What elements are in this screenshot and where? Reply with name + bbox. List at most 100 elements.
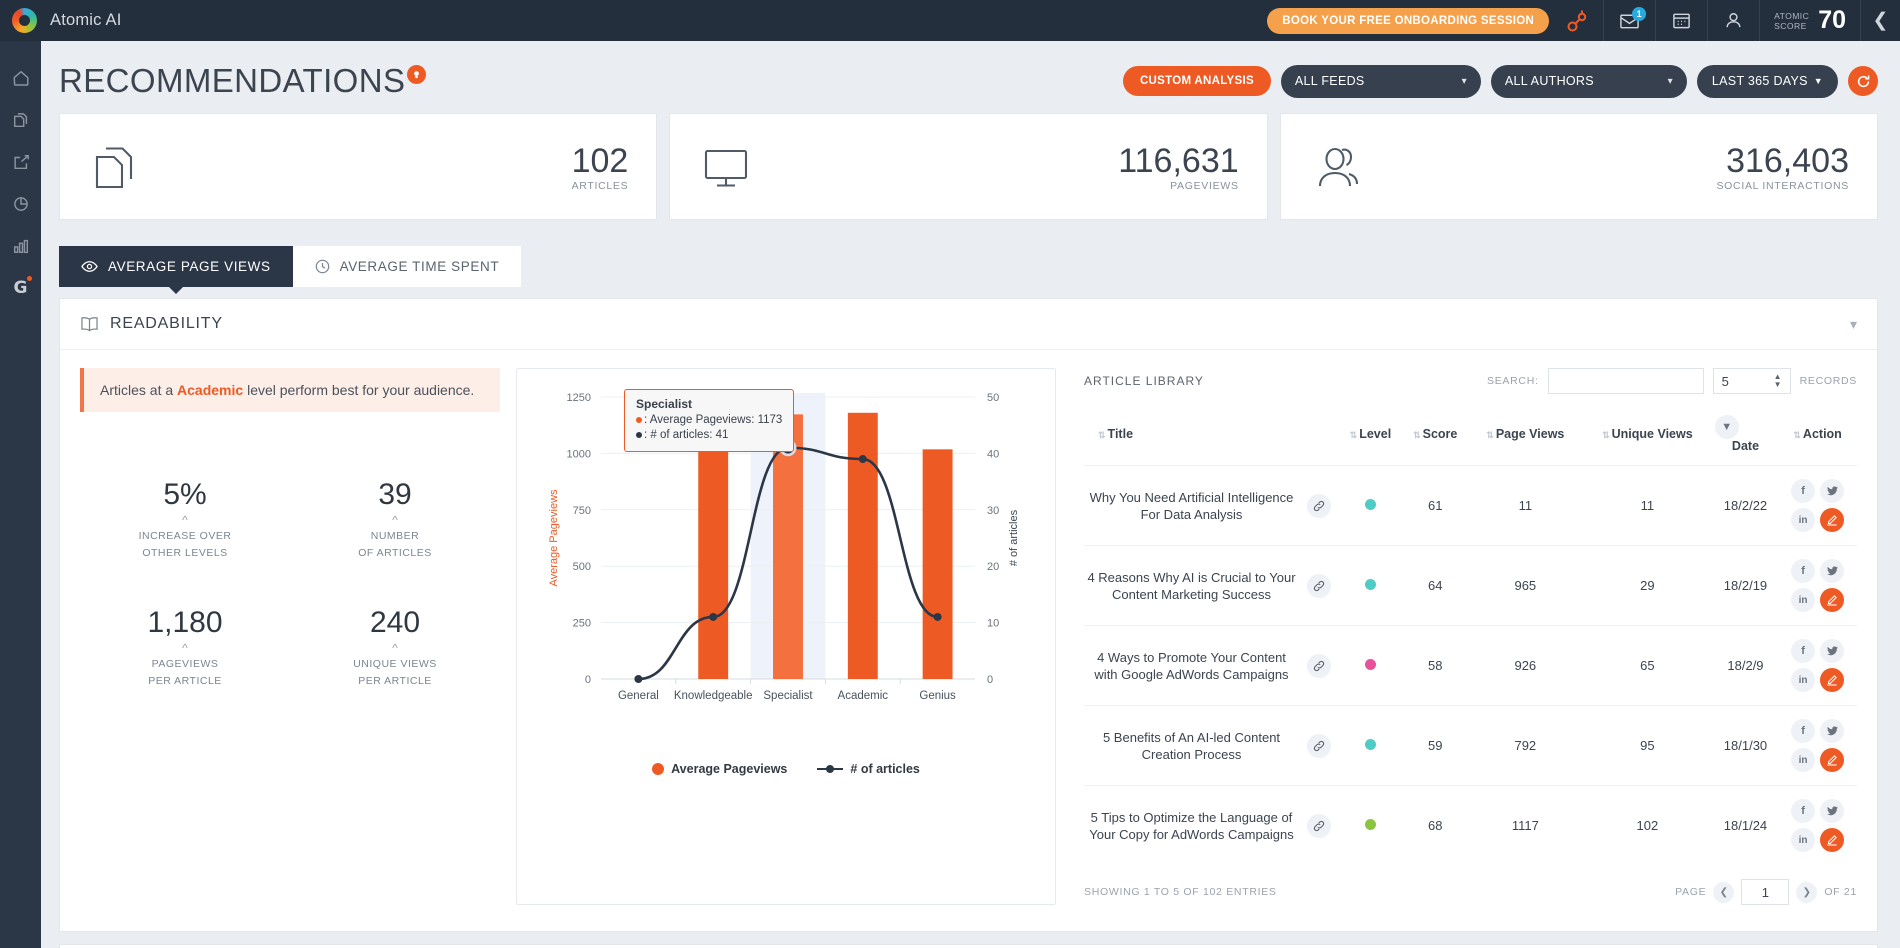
column-header-page-views[interactable]: ⇅ Page Views bbox=[1468, 407, 1583, 466]
atomic-score-value: 70 bbox=[1818, 6, 1846, 34]
tab-average-time-spent[interactable]: AVERAGE TIME SPENT bbox=[292, 246, 522, 287]
kpi-label: SOCIAL INTERACTIONS bbox=[1716, 179, 1849, 192]
clock-icon bbox=[315, 259, 329, 274]
edit-button[interactable] bbox=[1820, 668, 1845, 692]
column-header-unique-views[interactable]: ⇅ Unique Views bbox=[1582, 407, 1713, 466]
edit-button[interactable] bbox=[1820, 508, 1845, 532]
sort-icon: ⇅ bbox=[1793, 430, 1801, 440]
link-icon[interactable] bbox=[1307, 493, 1331, 518]
cell-unique-views: 29 bbox=[1582, 545, 1713, 626]
sidebar-item-share[interactable] bbox=[0, 141, 41, 183]
sidebar-item-documents[interactable] bbox=[0, 99, 41, 141]
column-header-date[interactable]: ▼ Date bbox=[1712, 407, 1779, 466]
tab-label: AVERAGE PAGE VIEWS bbox=[108, 259, 271, 274]
column-header-action[interactable]: ⇅ Action bbox=[1778, 407, 1857, 466]
cell-title: 5 Tips to Optimize the Language of Your … bbox=[1089, 809, 1294, 842]
custom-analysis-button[interactable]: CUSTOM ANALYSIS bbox=[1122, 66, 1271, 96]
sidebar-item-home[interactable] bbox=[0, 57, 41, 99]
linkedin-share-button[interactable]: in bbox=[1791, 668, 1816, 692]
next-page-button[interactable]: ❯ bbox=[1796, 881, 1818, 903]
kpi-value: 316,403 bbox=[1726, 141, 1849, 180]
stat-label-2: OF ARTICLES bbox=[358, 547, 432, 559]
insight-bulb-icon[interactable] bbox=[407, 65, 427, 84]
edit-button[interactable] bbox=[1820, 588, 1845, 612]
svg-text:750: 750 bbox=[573, 505, 591, 517]
atomic-score-label-2: SCORE bbox=[1774, 20, 1807, 31]
chevron-down-icon: ▾ bbox=[1667, 75, 1673, 87]
column-header-title[interactable]: ⇅ Title bbox=[1084, 407, 1339, 466]
records-per-page-select[interactable]: 5 ▲ ▼ bbox=[1712, 368, 1791, 394]
sidebar-item-reports[interactable] bbox=[0, 183, 41, 225]
brand[interactable]: Atomic AI bbox=[0, 8, 176, 33]
article-table: ⇅ Title ⇅ Level ⇅ Score ⇅ Page Views ⇅ Unique… bbox=[1084, 407, 1857, 865]
tab-average-page-views[interactable]: AVERAGE PAGE VIEWS bbox=[59, 246, 293, 294]
table-row[interactable]: 4 Reasons Why AI is Crucial to Your Cont… bbox=[1084, 545, 1857, 626]
link-icon[interactable] bbox=[1307, 653, 1331, 678]
linkedin-share-button[interactable]: in bbox=[1791, 748, 1816, 772]
hubspot-icon[interactable] bbox=[1565, 9, 1589, 33]
table-row[interactable]: 4 Ways to Promote Your Content with Goog… bbox=[1084, 625, 1857, 706]
facebook-share-button[interactable]: f bbox=[1791, 559, 1816, 583]
cell-actions: f in bbox=[1778, 625, 1857, 706]
onboarding-cta-button[interactable]: BOOK YOUR FREE ONBOARDING SESSION bbox=[1267, 7, 1550, 34]
home-icon bbox=[13, 70, 28, 86]
facebook-share-button[interactable]: f bbox=[1791, 479, 1816, 503]
library-header: ARTICLE LIBRARY SEARCH: 5 ▲ ▼ RECORDS bbox=[1084, 368, 1857, 407]
twitter-share-button[interactable] bbox=[1820, 479, 1845, 503]
link-icon[interactable] bbox=[1307, 573, 1331, 598]
chevron-down-icon[interactable]: ▾ bbox=[1849, 315, 1857, 332]
column-header-score[interactable]: ⇅ Score bbox=[1401, 407, 1469, 466]
link-icon[interactable] bbox=[1307, 733, 1331, 758]
table-row[interactable]: Why You Need Artificial Intelligence For… bbox=[1084, 465, 1857, 546]
linkedin-share-button[interactable]: in bbox=[1791, 508, 1816, 532]
column-header-level[interactable]: ⇅ Level bbox=[1339, 407, 1402, 466]
cell-actions: f in bbox=[1778, 786, 1857, 866]
feeds-select-value: ALL FEEDS bbox=[1294, 74, 1365, 88]
chevron-down-icon: ▾ bbox=[1461, 75, 1467, 87]
cell-link bbox=[1299, 625, 1339, 706]
facebook-share-button[interactable]: f bbox=[1791, 719, 1816, 743]
facebook-share-button[interactable]: f bbox=[1791, 639, 1816, 663]
prev-page-button[interactable]: ❮ bbox=[1713, 881, 1735, 903]
refresh-button[interactable] bbox=[1848, 66, 1878, 96]
eye-icon bbox=[81, 261, 98, 272]
calendar-button[interactable] bbox=[1655, 0, 1707, 41]
messages-button[interactable]: 1 bbox=[1603, 0, 1655, 41]
search-input[interactable] bbox=[1547, 368, 1704, 394]
authors-select-value: ALL AUTHORS bbox=[1504, 74, 1594, 88]
readability-summary: Articles at a Academic level perform bes… bbox=[80, 368, 500, 905]
link-icon[interactable] bbox=[1307, 813, 1331, 838]
edit-button[interactable] bbox=[1820, 748, 1845, 772]
linkedin-share-button[interactable]: in bbox=[1791, 828, 1816, 852]
twitter-share-button[interactable] bbox=[1820, 799, 1845, 823]
svg-text:20: 20 bbox=[987, 561, 999, 573]
table-row[interactable]: 5 Tips to Optimize the Language of Your … bbox=[1084, 786, 1857, 866]
sidebar-item-analytics[interactable] bbox=[0, 225, 41, 267]
brand-name: Atomic AI bbox=[50, 11, 122, 29]
feeds-select[interactable]: ALL FEEDS ▾ bbox=[1280, 64, 1481, 98]
legend-item-pageviews[interactable]: Average Pageviews bbox=[652, 762, 787, 776]
documents-icon bbox=[13, 113, 27, 128]
table-row[interactable]: 5 Benefits of An AI-led Content Creation… bbox=[1084, 705, 1857, 786]
facebook-share-button[interactable]: f bbox=[1791, 799, 1816, 823]
twitter-share-button[interactable] bbox=[1820, 559, 1845, 583]
level-dot-icon bbox=[1364, 499, 1376, 510]
account-button[interactable] bbox=[1707, 0, 1759, 41]
twitter-share-button[interactable] bbox=[1820, 639, 1845, 663]
page-number-input[interactable]: 1 bbox=[1741, 879, 1790, 905]
stat-increase: 5% ^ INCREASE OVER OTHER LEVELS bbox=[80, 478, 290, 560]
stat-value: 39 bbox=[378, 478, 412, 511]
cell-level bbox=[1339, 465, 1402, 546]
legend-line-icon bbox=[817, 765, 844, 773]
legend-item-articles[interactable]: # of articles bbox=[817, 762, 920, 776]
edit-button[interactable] bbox=[1820, 828, 1845, 852]
linkedin-share-button[interactable]: in bbox=[1791, 588, 1816, 612]
twitter-share-button[interactable] bbox=[1820, 719, 1845, 743]
sidebar-item-google[interactable]: G bbox=[0, 267, 41, 309]
stat-pageviews: 1,180 ^ PAGEVIEWS PER ARTICLE bbox=[80, 606, 290, 688]
authors-select[interactable]: ALL AUTHORS ▾ bbox=[1490, 64, 1687, 98]
collapse-panel-button[interactable]: ❮ bbox=[1860, 0, 1900, 41]
svg-text:250: 250 bbox=[573, 618, 591, 630]
cell-date: 18/1/30 bbox=[1712, 705, 1779, 786]
date-range-select[interactable]: LAST 365 DAYS ▼ bbox=[1696, 64, 1838, 98]
